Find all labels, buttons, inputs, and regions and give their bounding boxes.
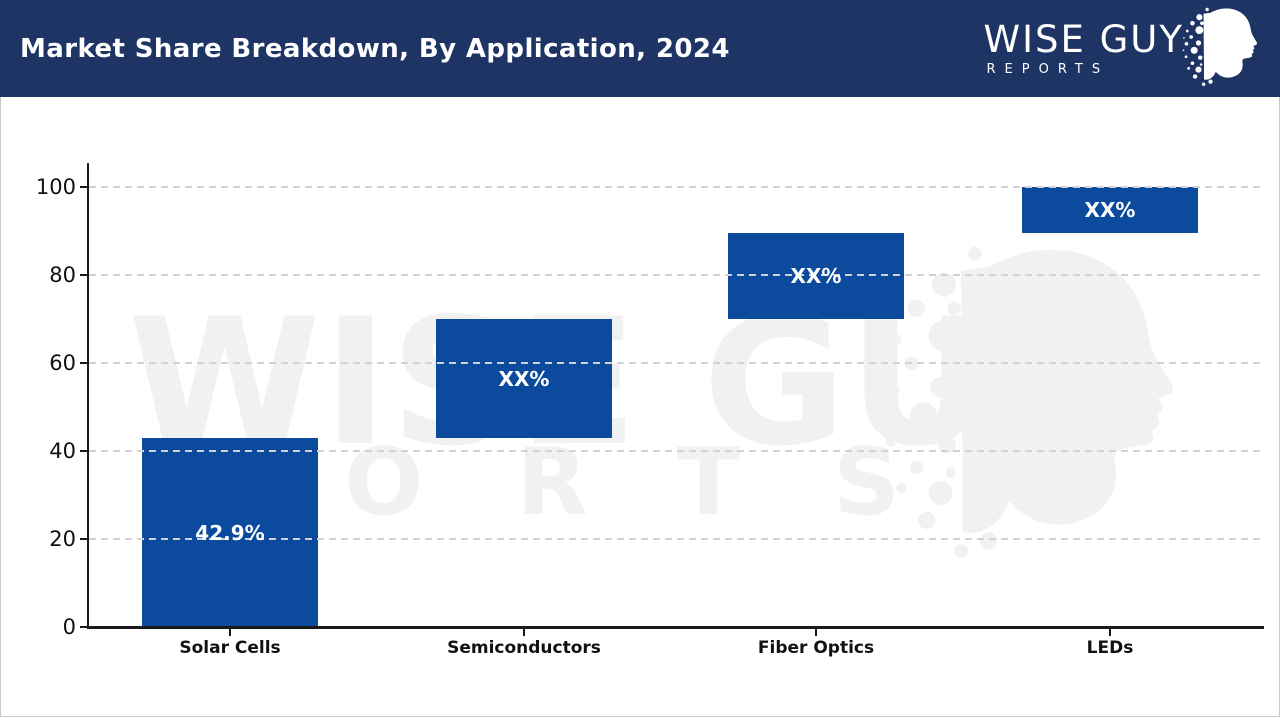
y-tick-20 [80, 538, 88, 540]
watermark-head-icon [877, 246, 1174, 559]
x-axis-label-leds: LEDs [1086, 638, 1134, 658]
x-axis-label-solar-cells: Solar Cells [179, 638, 281, 658]
bar-semiconductors [436, 319, 612, 439]
x-axis-label-fiber-optics: Fiber Optics [757, 638, 875, 658]
bar-value-label-semiconductors: XX% [498, 366, 550, 391]
gridline-60 [89, 362, 1264, 364]
bar-leds [1022, 187, 1198, 233]
bar-value-label-fiber-optics: XX% [790, 264, 842, 289]
y-axis-label-60: 60 [49, 351, 76, 375]
logo-subtext: REPORTS [986, 61, 1110, 77]
logo-text: WISE GUY REPORTS [984, 21, 1184, 77]
wise-guy-logo: WISE GUY REPORTS [984, 6, 1266, 92]
y-axis-label-100: 100 [35, 175, 76, 199]
y-axis-label-80: 80 [49, 263, 76, 287]
bar-solar-cells [142, 438, 318, 627]
dotted-head-logo-icon [1182, 7, 1257, 86]
gridline-80 [89, 274, 1264, 276]
gridline-100 [89, 186, 1264, 188]
x-tick-leds [1109, 628, 1111, 636]
bar-value-label-solar-cells: 42.9% [195, 520, 265, 545]
bar-value-label-leds: XX% [1084, 197, 1136, 222]
y-axis-label-0: 0 [62, 615, 76, 639]
x-tick-semiconductors [523, 628, 525, 636]
y-tick-40 [80, 450, 88, 452]
x-tick-fiber-optics [815, 628, 817, 636]
y-tick-100 [80, 186, 88, 188]
y-tick-0 [80, 626, 88, 628]
y-axis-line [87, 163, 89, 629]
x-axis-line [87, 626, 1264, 629]
gridline-20 [89, 538, 1264, 540]
x-tick-solar-cells [229, 628, 231, 636]
bar-fiber-optics [728, 232, 904, 320]
y-tick-60 [80, 362, 88, 364]
page-title: Market Share Breakdown, By Application, … [20, 33, 730, 64]
y-tick-80 [80, 274, 88, 276]
y-axis-label-40: 40 [49, 439, 76, 463]
header: Market Share Breakdown, By Application, … [0, 0, 1280, 97]
logo-wordmark: WISE GUY [983, 17, 1184, 61]
y-axis-label-20: 20 [49, 527, 76, 551]
x-axis-label-semiconductors: Semiconductors [447, 638, 601, 658]
gridline-40 [89, 450, 1264, 452]
